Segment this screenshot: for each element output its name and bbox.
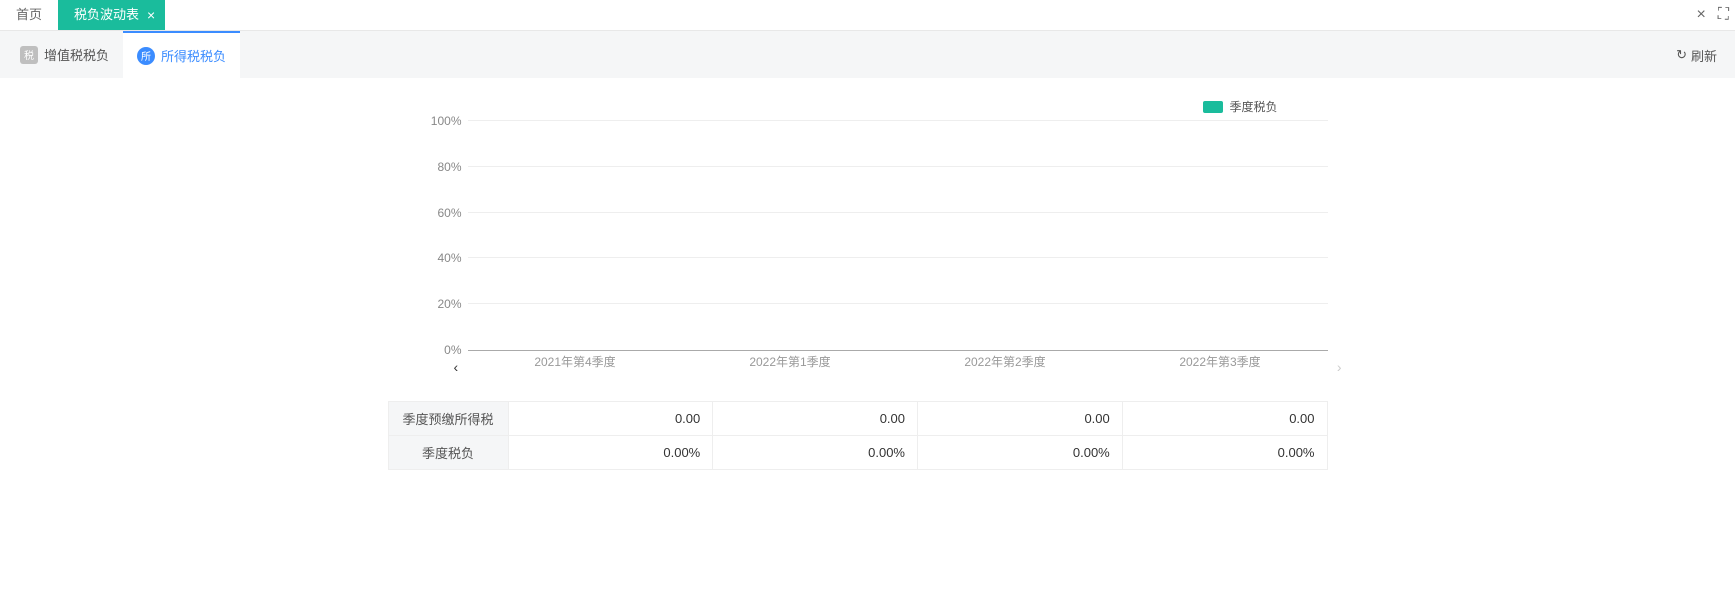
- ytick-label: 20%: [418, 297, 462, 311]
- cell: 0.00: [508, 402, 713, 436]
- ytick-label: 0%: [418, 343, 462, 357]
- top-tab-bar: 首页 税负波动表 × × ⛶: [0, 0, 1735, 30]
- tab-tax-fluctuation[interactable]: 税负波动表 ×: [58, 0, 165, 30]
- chart-block: 季度税负 0%20%40%60%80%100%2021年第4季度2022年第1季…: [388, 98, 1348, 470]
- top-right-controls: × ⛶: [1696, 0, 1729, 30]
- table-row: 季度预缴所得税 0.00 0.00 0.00 0.00: [388, 402, 1327, 436]
- close-window-icon[interactable]: ×: [1696, 6, 1705, 24]
- income-tax-icon: 所: [137, 47, 155, 65]
- ytick-label: 40%: [418, 251, 462, 265]
- gridline: [468, 212, 1328, 213]
- xtick-label: 2022年第1季度: [749, 353, 830, 370]
- cell: 0.00: [918, 402, 1123, 436]
- cell: 0.00%: [918, 436, 1123, 470]
- subtab-income-tax-label: 所得税税负: [161, 46, 226, 65]
- close-icon[interactable]: ×: [147, 8, 155, 22]
- chart-plot-area: 0%20%40%60%80%100%2021年第4季度2022年第1季度2022…: [468, 121, 1328, 351]
- cell: 0.00%: [1122, 436, 1327, 470]
- gridline: [468, 120, 1328, 121]
- ytick-label: 100%: [418, 114, 462, 128]
- cell: 0.00: [713, 402, 918, 436]
- legend-swatch: [1203, 101, 1223, 113]
- gridline: [468, 257, 1328, 258]
- main-content: 季度税负 0%20%40%60%80%100%2021年第4季度2022年第1季…: [0, 78, 1735, 500]
- row-header-burden: 季度税负: [388, 436, 508, 470]
- row-header-prepaid: 季度预缴所得税: [388, 402, 508, 436]
- chart-legend: 季度税负: [388, 98, 1348, 115]
- ytick-label: 60%: [418, 206, 462, 220]
- subtab-income-tax[interactable]: 所 所得税税负: [123, 31, 240, 79]
- cell: 0.00: [1122, 402, 1327, 436]
- sub-tab-bar: 税 增值税税负 所 所得税税负 ↻ 刷新: [0, 30, 1735, 78]
- fullscreen-icon[interactable]: ⛶: [1718, 6, 1729, 24]
- cell: 0.00%: [508, 436, 713, 470]
- subtab-vat-label: 增值税税负: [44, 45, 109, 64]
- chart-frame: 0%20%40%60%80%100%2021年第4季度2022年第1季度2022…: [468, 121, 1328, 371]
- tab-home[interactable]: 首页: [0, 0, 58, 30]
- ytick-label: 80%: [418, 160, 462, 174]
- refresh-label: 刷新: [1691, 46, 1717, 65]
- refresh-icon: ↻: [1676, 47, 1687, 63]
- subtab-vat[interactable]: 税 增值税税负: [6, 31, 123, 79]
- refresh-button[interactable]: ↻ 刷新: [1676, 31, 1717, 79]
- cell: 0.00%: [713, 436, 918, 470]
- xtick-label: 2022年第3季度: [1179, 353, 1260, 370]
- chart-next-button[interactable]: ›: [1337, 359, 1342, 375]
- chart-prev-button[interactable]: ‹: [454, 359, 459, 375]
- gridline: [468, 303, 1328, 304]
- legend-label: 季度税负: [1229, 98, 1277, 115]
- tab-label: 税负波动表: [74, 0, 139, 30]
- xtick-label: 2022年第2季度: [964, 353, 1045, 370]
- data-table: 季度预缴所得税 0.00 0.00 0.00 0.00 季度税负 0.00% 0…: [388, 401, 1328, 470]
- table-row: 季度税负 0.00% 0.00% 0.00% 0.00%: [388, 436, 1327, 470]
- vat-icon: 税: [20, 46, 38, 64]
- gridline: [468, 166, 1328, 167]
- xtick-label: 2021年第4季度: [534, 353, 615, 370]
